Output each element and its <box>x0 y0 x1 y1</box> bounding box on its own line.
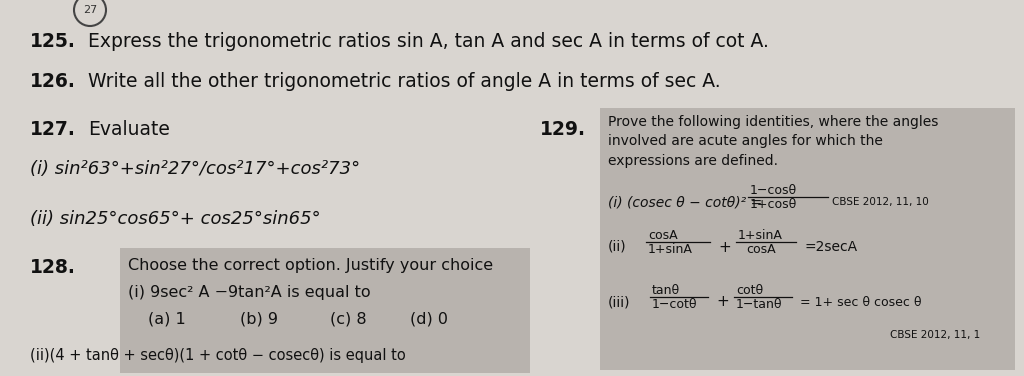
Text: (b) 9: (b) 9 <box>240 312 278 327</box>
Text: 1+cosθ: 1+cosθ <box>750 198 798 211</box>
Text: 1−cosθ: 1−cosθ <box>750 184 797 197</box>
FancyBboxPatch shape <box>120 248 530 373</box>
Text: 27: 27 <box>83 5 97 15</box>
Text: tanθ: tanθ <box>652 284 680 297</box>
Text: cosA: cosA <box>746 243 775 256</box>
Text: CBSE 2012, 11, 1: CBSE 2012, 11, 1 <box>890 330 980 340</box>
Text: (i) (cosec θ − cotθ)² =: (i) (cosec θ − cotθ)² = <box>608 195 762 209</box>
Text: 1+sinA: 1+sinA <box>738 229 783 242</box>
Text: Evaluate: Evaluate <box>88 120 170 139</box>
Text: (i) 9sec² A −9tan²A is equal to: (i) 9sec² A −9tan²A is equal to <box>128 285 371 300</box>
Text: 1+sinA: 1+sinA <box>648 243 693 256</box>
Text: (a) 1: (a) 1 <box>148 312 185 327</box>
Text: (ii) sin25°cos65°+ cos25°sin65°: (ii) sin25°cos65°+ cos25°sin65° <box>30 210 321 228</box>
Text: (i) sin²63°+sin²27°/cos²17°+cos²73°: (i) sin²63°+sin²27°/cos²17°+cos²73° <box>30 160 360 178</box>
Text: 125.: 125. <box>30 32 76 51</box>
Text: Write all the other trigonometric ratios of angle A in terms of sec A.: Write all the other trigonometric ratios… <box>88 72 721 91</box>
Text: +: + <box>718 240 731 255</box>
Text: (c) 8: (c) 8 <box>330 312 367 327</box>
Text: 129.: 129. <box>540 120 586 139</box>
Text: 127.: 127. <box>30 120 76 139</box>
Text: 128.: 128. <box>30 258 76 277</box>
Text: 1−tanθ: 1−tanθ <box>736 298 782 311</box>
Text: 126.: 126. <box>30 72 76 91</box>
Text: Choose the correct option. Justify your choice: Choose the correct option. Justify your … <box>128 258 494 273</box>
Text: = 1+ sec θ cosec θ: = 1+ sec θ cosec θ <box>800 296 922 308</box>
Text: Prove the following identities, where the angles
involved are acute angles for w: Prove the following identities, where th… <box>608 115 938 168</box>
Text: +: + <box>716 294 729 309</box>
Text: =2secA: =2secA <box>804 240 857 254</box>
Text: cosA: cosA <box>648 229 678 242</box>
Text: cotθ: cotθ <box>736 284 763 297</box>
Text: (iii): (iii) <box>608 295 631 309</box>
Text: (ii): (ii) <box>608 240 627 254</box>
Text: (ii)(4 + tanθ + secθ)(1 + cotθ − cosecθ) is equal to: (ii)(4 + tanθ + secθ)(1 + cotθ − cosecθ)… <box>30 348 406 363</box>
Text: CBSE 2012, 11, 10: CBSE 2012, 11, 10 <box>831 197 929 207</box>
Text: (d) 0: (d) 0 <box>410 312 449 327</box>
FancyBboxPatch shape <box>600 108 1015 370</box>
Text: Express the trigonometric ratios sin A, tan A and sec A in terms of cot A.: Express the trigonometric ratios sin A, … <box>88 32 769 51</box>
Text: 1−cotθ: 1−cotθ <box>652 298 697 311</box>
